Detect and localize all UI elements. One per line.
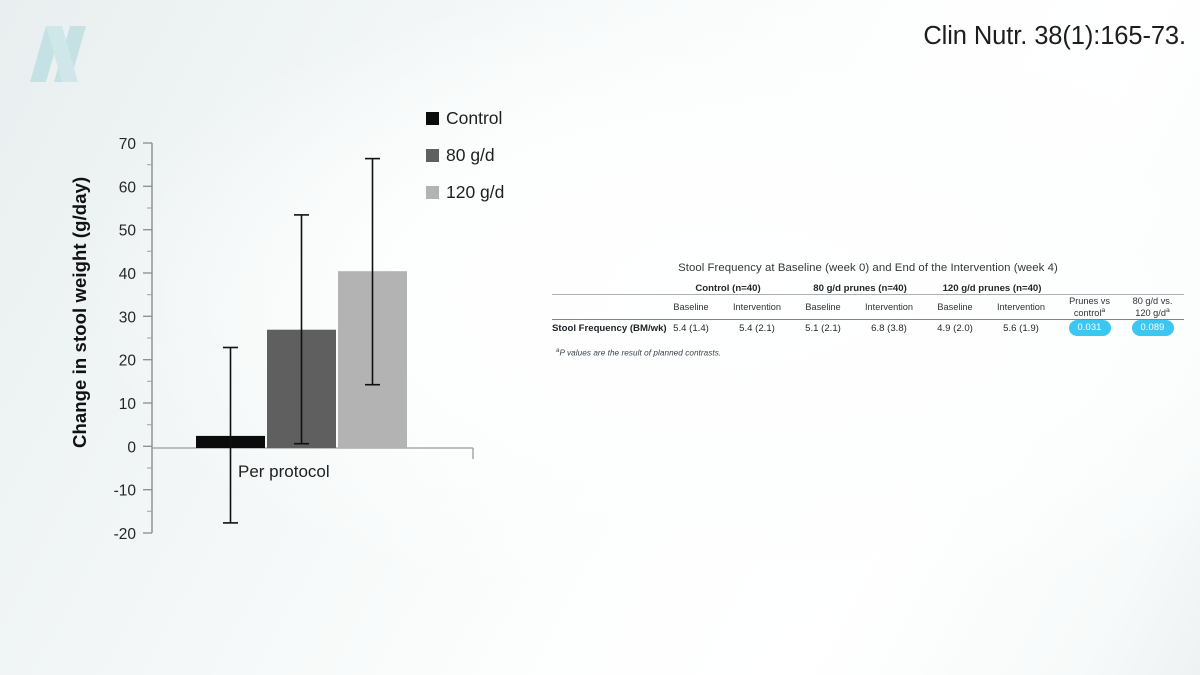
cell-120gd-intervention: 5.6 (1.9) (984, 319, 1059, 336)
pvalue-pill-prunes-vs-control: 0.031 (1068, 320, 1111, 336)
group-header-pvalues-blank (1058, 283, 1184, 295)
legend-swatch-control (426, 112, 439, 125)
table-sub-header-row: Baseline Intervention Baseline Intervent… (552, 293, 1185, 320)
sub-header-80gd-vs-120gd: 80 g/d vs. 120 g/da (1121, 293, 1185, 320)
cell-control-intervention: 5.4 (2.1) (720, 319, 795, 336)
bar-chart-svg: Change in stool weight (g/day) (69, 108, 504, 543)
stool-frequency-table-panel: Stool Frequency at Baseline (week 0) and… (552, 262, 1185, 358)
error-bar-control (223, 346, 238, 524)
group-header-blank (552, 283, 662, 295)
y-tick-label-10: 10 (119, 396, 137, 413)
table-row: Stool Frequency (BM/wk) 5.4 (1.4) 5.4 (2… (552, 319, 1185, 336)
bar-chart-figure: Change in stool weight (g/day) (60, 96, 530, 566)
y-tick-label-30: 30 (119, 309, 137, 326)
y-tick-label-70: 70 (119, 136, 137, 153)
cell-control-baseline: 5.4 (1.4) (662, 319, 720, 336)
logo-svg (30, 26, 86, 82)
sub-header-prunes-vs-control-l1: Prunes vs (1069, 296, 1110, 306)
pvalue-pill-80gd-vs-120gd: 0.089 (1131, 320, 1174, 336)
y-axis-minor-ticks (147, 164, 152, 512)
y-tick-label-40: 40 (119, 266, 137, 283)
sub-header-80gd-intervention: Intervention (852, 293, 927, 320)
sub-header-80gd-vs-120gd-l1: 80 g/d vs. (1132, 296, 1173, 306)
table-group-header-row: Control (n=40) 80 g/d prunes (n=40) 120 … (552, 283, 1184, 295)
y-tick-label-50: 50 (119, 223, 137, 240)
category-label-per-protocol: Per protocol (238, 462, 330, 481)
sub-header-120gd-intervention: Intervention (984, 293, 1059, 320)
cell-80gd-baseline: 5.1 (2.1) (794, 319, 853, 336)
sub-header-blank (552, 293, 662, 320)
y-tick-label-60: 60 (119, 179, 137, 196)
y-tick-label-neg10: -10 (114, 483, 137, 500)
sub-header-control-intervention: Intervention (720, 293, 795, 320)
y-tick-label-neg20: -20 (114, 526, 137, 543)
group-header-120gd: 120 g/d prunes (n=40) (942, 283, 1042, 294)
cell-pvalue-prunes-vs-control: 0.031 (1058, 319, 1122, 336)
chart-legend: Control 80 g/d 120 g/d (426, 108, 504, 202)
sub-header-prunes-vs-control: Prunes vs controla (1058, 293, 1122, 320)
y-axis-major-ticks (143, 142, 152, 534)
sub-header-prunes-vs-control-l2: control (1073, 308, 1102, 319)
sub-header-control-baseline: Baseline (662, 293, 720, 320)
cell-120gd-baseline: 4.9 (2.0) (926, 319, 985, 336)
footnote-marker: a (556, 346, 560, 354)
legend-label-control: Control (446, 108, 502, 128)
row-label-stool-frequency: Stool Frequency (BM/wk) (552, 319, 667, 336)
table-footnote: aP values are the result of planned cont… (552, 336, 1184, 358)
sub-header-80gd-vs-120gd-l2: 120 g/d (1135, 308, 1166, 319)
legend-label-80gd: 80 g/d (446, 145, 495, 165)
footnote-marker-80gd-vs-120gd: a (1165, 307, 1170, 315)
cell-pvalue-80gd-vs-120gd: 0.089 (1121, 319, 1185, 336)
y-tick-label-0: 0 (127, 439, 136, 456)
group-header-80gd: 80 g/d prunes (n=40) (813, 283, 907, 294)
group-header-control: Control (n=40) (695, 283, 761, 294)
error-bar-120gd (365, 157, 380, 386)
footnote-marker-prunes-vs-control: a (1101, 307, 1106, 315)
table-title: Stool Frequency at Baseline (week 0) and… (678, 262, 1058, 274)
y-tick-label-20: 20 (119, 353, 137, 370)
legend-label-120gd: 120 g/d (446, 182, 504, 202)
legend-swatch-120gd (426, 186, 439, 199)
y-axis-title: Change in stool weight (g/day) (69, 177, 90, 448)
error-bar-80gd (294, 214, 309, 445)
logo-stroke-diagonal (46, 26, 78, 82)
legend-swatch-80gd (426, 149, 439, 162)
journal-citation: Clin Nutr. 38(1):165-73. (923, 22, 1186, 50)
stool-frequency-table: Control (n=40) 80 g/d prunes (n=40) 120 … (552, 283, 1185, 336)
sub-header-80gd-baseline: Baseline (794, 293, 853, 320)
footnote-text: P values are the result of planned contr… (559, 348, 722, 358)
cell-80gd-intervention: 6.8 (3.8) (852, 319, 927, 336)
stylized-n-logo (16, 16, 112, 88)
sub-header-120gd-baseline: Baseline (926, 293, 985, 320)
